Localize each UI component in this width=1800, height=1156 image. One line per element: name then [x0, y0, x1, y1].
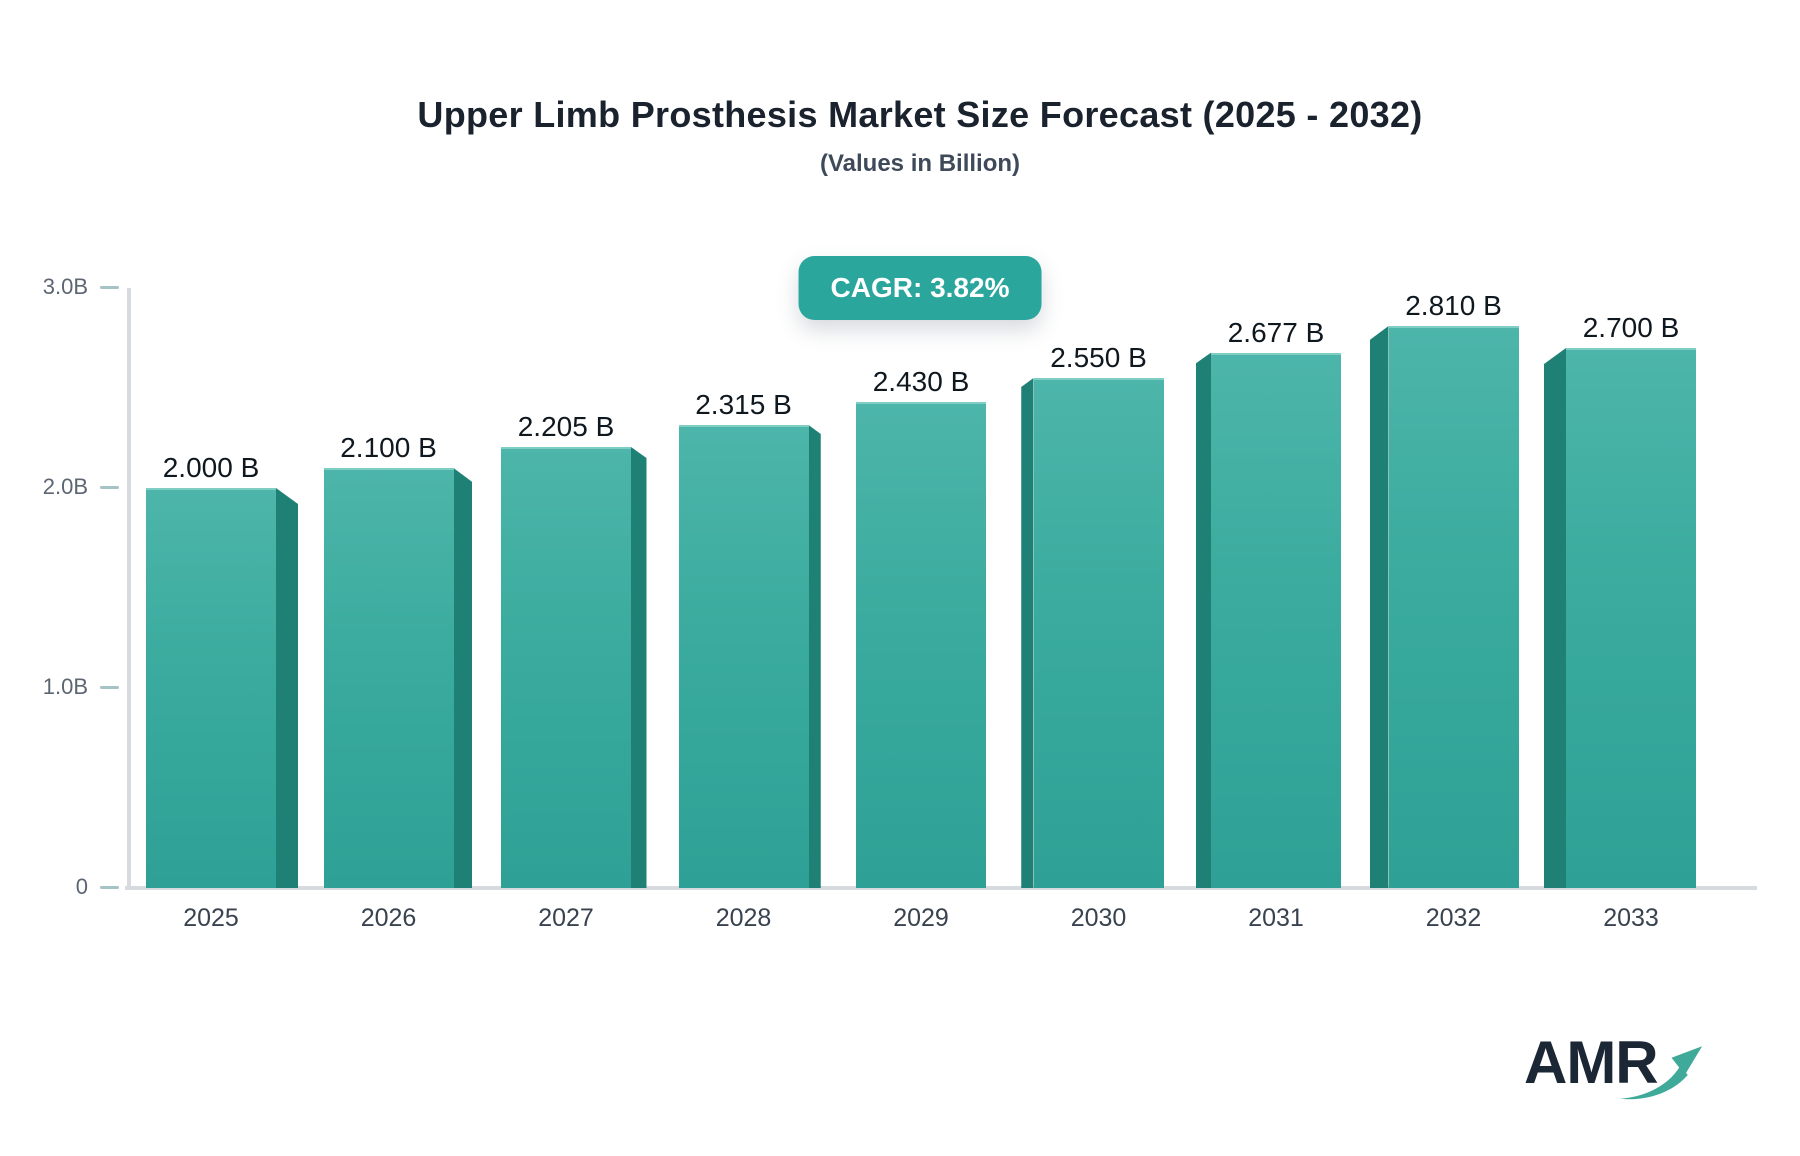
- x-axis-label-2030: 2030: [1070, 904, 1127, 932]
- bar-value-label: 2.550 B: [1050, 342, 1147, 373]
- y-tick-label: 1.0B: [42, 674, 88, 699]
- bar-side-face: [453, 468, 473, 888]
- amr-logo: AMR: [1524, 1028, 1714, 1118]
- x-axis-label-2031: 2031: [1248, 904, 1304, 932]
- bar-2030: [1033, 378, 1164, 888]
- y-tick-dash: [100, 486, 119, 489]
- y-tick-label: 3.0B: [42, 274, 88, 299]
- bar-2028: [678, 425, 809, 888]
- y-tick-dash: [100, 686, 119, 689]
- y-tick-label: 2.0B: [42, 474, 88, 499]
- bar-value-label: 2.430 B: [872, 366, 970, 397]
- bar-value-label: 2.677 B: [1227, 316, 1325, 348]
- page-title: Upper Limb Prosthesis Market Size Foreca…: [417, 94, 1423, 135]
- bar-side-face: [276, 488, 298, 888]
- bar-side-face: [1021, 378, 1034, 888]
- bar-2033: [1566, 348, 1696, 888]
- bar-2026: [323, 468, 454, 888]
- bar-side-face: [1195, 352, 1211, 888]
- x-axis-label-2029: 2029: [893, 904, 949, 932]
- bar-value-label: 2.315 B: [695, 389, 792, 420]
- bar-2029: [856, 402, 986, 888]
- bar-side-face: [808, 425, 821, 888]
- bar-2032: [1388, 326, 1519, 888]
- bar-side-face: [631, 447, 647, 888]
- page-subtitle: (Values in Billion): [819, 150, 1021, 177]
- bar-value-label: 2.700 B: [1582, 312, 1680, 343]
- bar-side-face: [1369, 326, 1389, 888]
- y-tick-dash: [100, 886, 119, 889]
- y-tick-dash: [100, 286, 119, 289]
- bar-value-label: 2.810 B: [1405, 290, 1502, 321]
- bar-side-face: [1544, 348, 1566, 888]
- trending-up-arrow-icon: [1619, 1046, 1703, 1100]
- x-axis-baseline: [125, 886, 1757, 890]
- bar-value-label: 2.100 B: [340, 432, 437, 463]
- bar-2031: [1211, 352, 1341, 888]
- x-axis-label-2032: 2032: [1425, 904, 1482, 932]
- x-axis-label-2026: 2026: [360, 904, 417, 932]
- x-axis-label-2028: 2028: [715, 904, 772, 932]
- x-axis-label-2027: 2027: [538, 904, 594, 932]
- bar-value-label: 2.205 B: [517, 411, 615, 442]
- x-axis-label-2033: 2033: [1603, 904, 1659, 932]
- bar-value-label: 2.000 B: [162, 452, 260, 483]
- bar-2027: [501, 447, 631, 888]
- x-axis-label-2025: 2025: [183, 904, 239, 932]
- bar-2025: [146, 488, 276, 888]
- y-tick-label: 0: [75, 874, 88, 899]
- y-axis-line: [127, 288, 131, 888]
- amr-logo-text: AMR: [1524, 1029, 1659, 1096]
- cagr-badge: CAGR: 3.82%: [798, 256, 1042, 320]
